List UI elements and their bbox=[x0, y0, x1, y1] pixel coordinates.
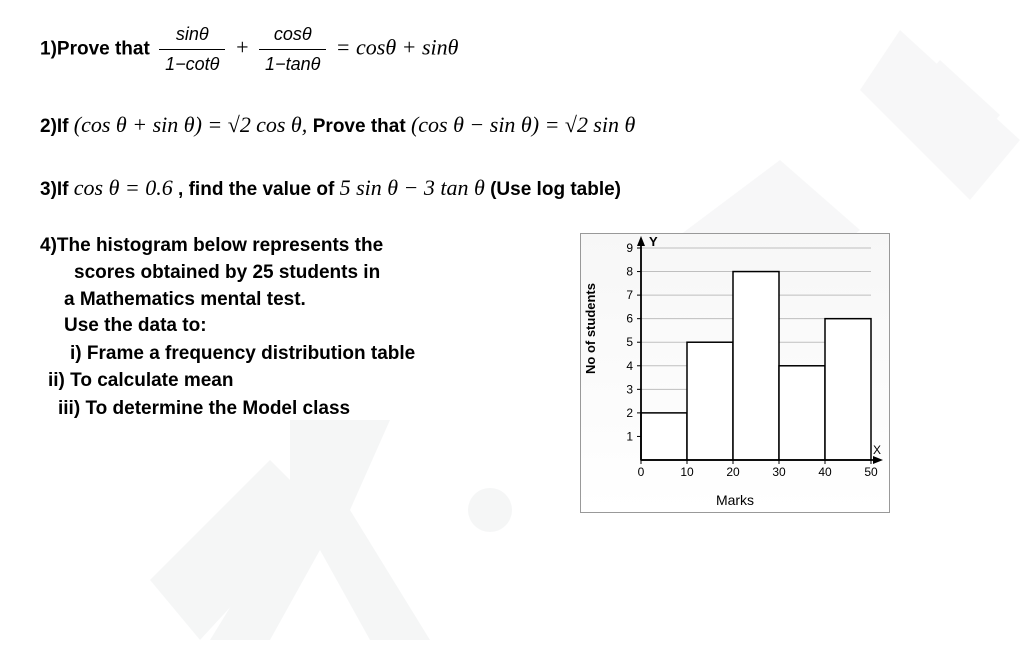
q2-sqrt2b: √2 bbox=[565, 107, 588, 142]
chart-svg: 1 2 3 4 5 6 7 8 9 Y X 0 10 20 30 40 50 bbox=[581, 234, 891, 494]
svg-text:20: 20 bbox=[726, 465, 740, 479]
q2-mid: Prove that bbox=[313, 116, 411, 137]
q2-cos: cos θ, bbox=[256, 112, 313, 137]
svg-text:1: 1 bbox=[626, 430, 633, 444]
q1-plus: + bbox=[235, 34, 255, 59]
svg-text:50: 50 bbox=[864, 465, 878, 479]
q1-frac2: cosθ 1−tanθ bbox=[259, 20, 326, 79]
svg-text:7: 7 bbox=[626, 288, 633, 302]
svg-text:3: 3 bbox=[626, 383, 633, 397]
svg-text:X: X bbox=[873, 443, 881, 457]
svg-text:0: 0 bbox=[638, 465, 645, 479]
q4-l2: scores obtained by 25 students in bbox=[74, 260, 560, 287]
q4-i: i) Frame a frequency distribution table bbox=[70, 340, 560, 368]
question-1: 1)Prove that sinθ 1−cotθ + cosθ 1−tanθ =… bbox=[40, 20, 984, 79]
question-3: 3)If cos θ = 0.6 , find the value of 5 s… bbox=[40, 170, 984, 205]
svg-text:30: 30 bbox=[772, 465, 786, 479]
svg-text:40: 40 bbox=[818, 465, 832, 479]
q1-eq: = cosθ + sinθ bbox=[336, 34, 459, 59]
q1-lead: 1)Prove that bbox=[40, 38, 155, 59]
q2-sqrt2a: √2 bbox=[228, 107, 251, 142]
q2-lead: 2)If bbox=[40, 116, 74, 137]
q1-frac1-den: 1−cotθ bbox=[159, 50, 225, 79]
q1-frac2-num: cosθ bbox=[259, 20, 326, 50]
page: 1)Prove that sinθ 1−cotθ + cosθ 1−tanθ =… bbox=[0, 0, 1024, 513]
svg-text:2: 2 bbox=[626, 406, 633, 420]
q4-text: 4)The histogram below represents the sco… bbox=[40, 233, 560, 422]
q2-rhs-r: sin θ bbox=[593, 112, 635, 137]
q4-l3: a Mathematics mental test. bbox=[64, 287, 560, 314]
q4-ii: ii) To calculate mean bbox=[48, 367, 560, 395]
q3-mid: , find the value of bbox=[178, 179, 340, 200]
q3-tail: (Use log table) bbox=[490, 179, 621, 200]
svg-text:Y: Y bbox=[649, 234, 658, 249]
q3-expr: 5 sin θ − 3 tan θ bbox=[340, 175, 485, 200]
question-4: 4)The histogram below represents the sco… bbox=[40, 233, 984, 513]
q1-frac1-num: sinθ bbox=[159, 20, 225, 50]
q2-rhs-l: (cos θ − sin θ) = bbox=[411, 112, 565, 137]
svg-text:6: 6 bbox=[626, 312, 633, 326]
q3-cond: cos θ = 0.6 bbox=[74, 175, 173, 200]
q4-iii: iii) To determine the Model class bbox=[58, 395, 560, 423]
svg-text:8: 8 bbox=[626, 265, 633, 279]
svg-text:10: 10 bbox=[680, 465, 694, 479]
q4-l4: Use the data to: bbox=[64, 313, 560, 340]
q2-lhs: (cos θ + sin θ) = bbox=[74, 112, 228, 137]
q4-l1: 4)The histogram below represents the bbox=[40, 233, 560, 260]
q3-lead: 3)If bbox=[40, 179, 74, 200]
svg-text:9: 9 bbox=[626, 241, 633, 255]
svg-text:5: 5 bbox=[626, 336, 633, 350]
chart-xlabel: Marks bbox=[581, 492, 889, 508]
q1-frac1: sinθ 1−cotθ bbox=[159, 20, 225, 79]
histogram-chart: No of students 123456789YX01020304050 Ma… bbox=[580, 233, 890, 513]
svg-text:4: 4 bbox=[626, 359, 633, 373]
question-2: 2)If (cos θ + sin θ) = √2 cos θ, Prove t… bbox=[40, 107, 984, 142]
q1-frac2-den: 1−tanθ bbox=[259, 50, 326, 79]
